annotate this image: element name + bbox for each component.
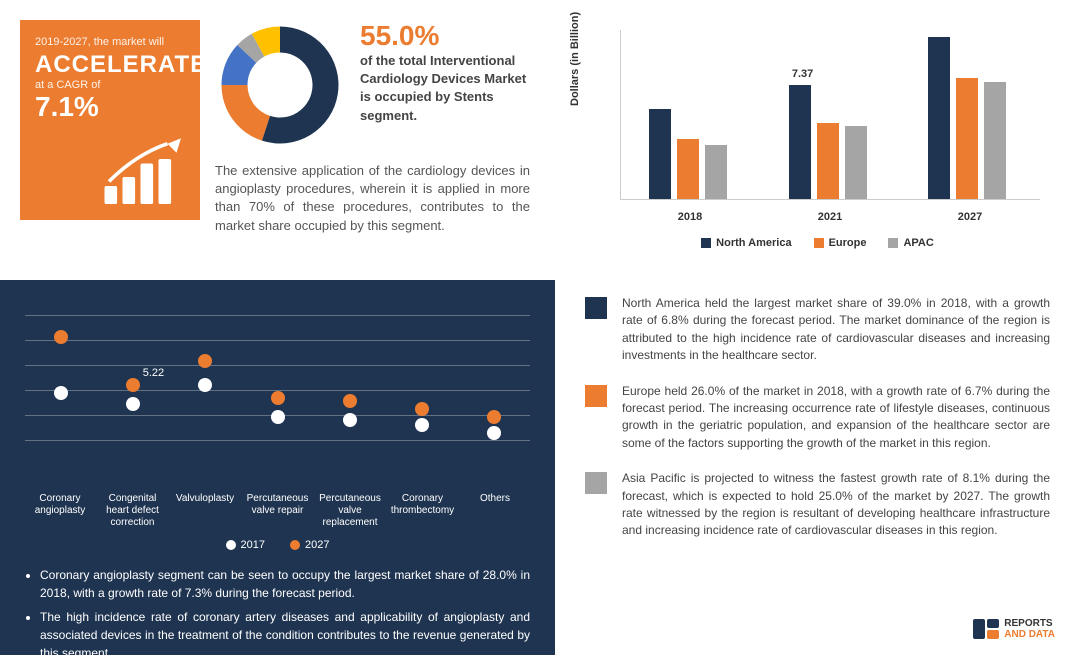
dot-point	[487, 426, 501, 440]
dot-point	[415, 418, 429, 432]
dot-point	[126, 397, 140, 411]
bar	[845, 126, 867, 199]
dot-point	[487, 410, 501, 424]
bar	[928, 37, 950, 199]
region-text: North America held the largest market sh…	[622, 295, 1050, 365]
bar	[956, 78, 978, 199]
region-item: Europe held 26.0% of the market in 2018,…	[585, 383, 1050, 453]
growth-arrow-icon	[100, 135, 190, 210]
bar-y-label: Dollars (in Billion)	[569, 12, 581, 106]
cagr-pct: 7.1%	[35, 91, 185, 123]
donut-desc: of the total Interventional Cardiology D…	[360, 52, 540, 125]
dot-categories: Coronary angioplastyCongenital heart def…	[25, 493, 530, 529]
bar	[705, 145, 727, 199]
bar-x-labels: 201820212027	[620, 211, 1040, 223]
dot-bullets: Coronary angioplasty segment can be seen…	[25, 566, 530, 662]
dot-chart-panel: 5.22 Coronary angioplastyCongenital hear…	[0, 280, 555, 655]
cagr-pretitle: 2019-2027, the market will	[35, 35, 185, 49]
dot-point	[198, 378, 212, 392]
dot-point	[415, 402, 429, 416]
regions-panel: North America held the largest market sh…	[555, 280, 1080, 655]
bar	[677, 139, 699, 199]
donut-paragraph: The extensive application of the cardiol…	[215, 162, 540, 235]
bar	[817, 123, 839, 199]
logo-line2: AND DATA	[1004, 629, 1055, 640]
dot-point	[54, 330, 68, 344]
bar	[649, 109, 671, 199]
brand-logo: REPORTS AND DATA	[973, 618, 1055, 640]
region-swatch	[585, 472, 607, 494]
region-swatch	[585, 385, 607, 407]
bar-chart-panel: Dollars (in Billion) 7.37 201820212027 N…	[555, 0, 1080, 280]
dot-chart: 5.22	[25, 295, 530, 485]
logo-icon	[973, 619, 999, 639]
dot-point	[271, 391, 285, 405]
bar	[789, 85, 811, 199]
dot-point	[54, 386, 68, 400]
region-item: North America held the largest market sh…	[585, 295, 1050, 365]
cagr-box: 2019-2027, the market will ACCELERATE at…	[20, 20, 200, 220]
region-text: Asia Pacific is projected to witness the…	[622, 470, 1050, 540]
region-text: Europe held 26.0% of the market in 2018,…	[622, 383, 1050, 453]
bar	[984, 82, 1006, 199]
dot-point	[198, 354, 212, 368]
region-swatch	[585, 297, 607, 319]
top-left-panel: 2019-2027, the market will ACCELERATE at…	[0, 0, 555, 280]
dot-point	[271, 410, 285, 424]
dot-point	[126, 378, 140, 392]
donut-pct: 55.0%	[360, 20, 540, 52]
bar-plot-area: 7.37	[620, 30, 1040, 200]
donut-section: 55.0% of the total Interventional Cardio…	[215, 20, 540, 270]
dot-point	[343, 394, 357, 408]
dot-point	[343, 413, 357, 427]
cagr-title: ACCELERATE	[35, 51, 185, 79]
dot-legend: 20172027	[25, 539, 530, 551]
logo-line1: REPORTS	[1004, 618, 1055, 629]
donut-chart	[215, 20, 345, 150]
bar-legend: North AmericaEuropeAPAC	[585, 237, 1050, 249]
region-item: Asia Pacific is projected to witness the…	[585, 470, 1050, 540]
cagr-sub: at a CAGR of	[35, 79, 185, 91]
